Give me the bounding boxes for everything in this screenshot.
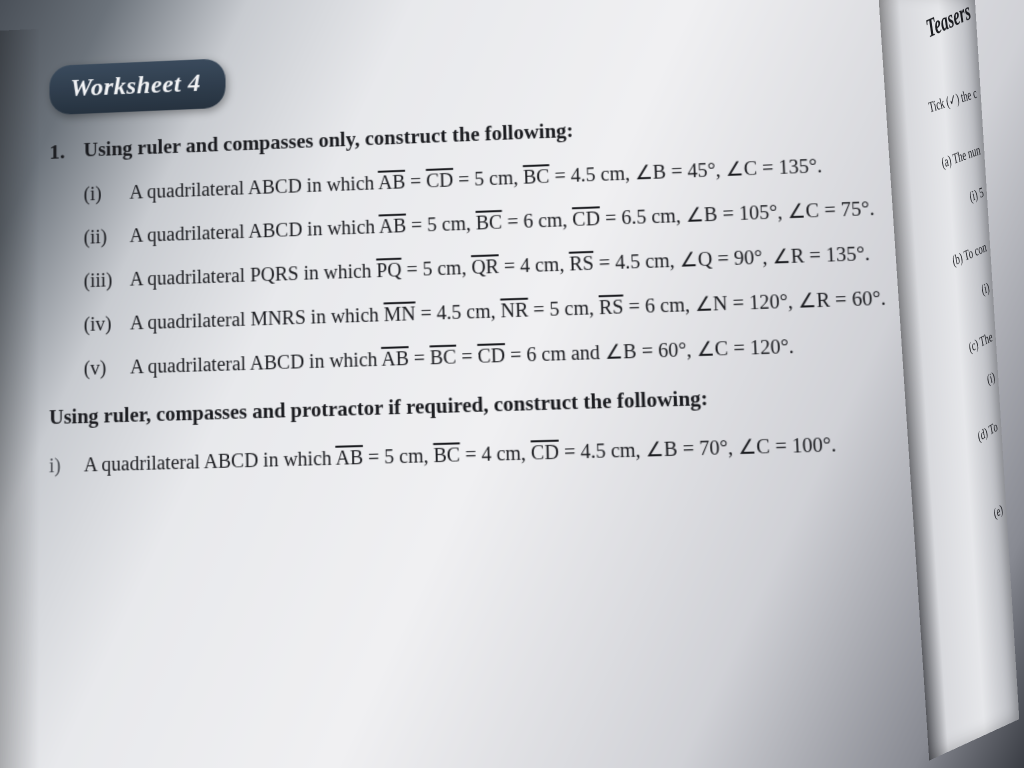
subquestions: (i)A quadrilateral ABCD in which AB = CD…	[49, 149, 906, 386]
textbook-photo: Worksheet 4 1. Using ruler and compasses…	[0, 0, 1024, 768]
sub-roman: (v)	[84, 353, 130, 385]
left-page: Worksheet 4 1. Using ruler and compasses…	[19, 0, 958, 768]
right-page-fragment: (i) 5	[968, 185, 985, 206]
sub-roman: (i)	[84, 179, 130, 210]
worksheet-badge: Worksheet 4	[49, 58, 225, 115]
right-page-fragment: (b) To con	[951, 240, 988, 270]
sub-roman: (iv)	[84, 309, 130, 341]
sub-text: A quadrilateral MNRS in which MN = 4.5 c…	[130, 283, 904, 339]
right-page-fragment: (e)	[993, 502, 1004, 522]
question-2-stem: Using ruler, compasses and protractor if…	[49, 380, 908, 430]
subquestion: (v)A quadrilateral ABCD in which AB = BC…	[84, 328, 906, 384]
right-page-fragment: (a) The nun	[941, 143, 982, 173]
sub-roman: (iii)	[84, 265, 130, 297]
sub-text: A quadrilateral ABCD in which AB = BC = …	[130, 328, 906, 383]
sub-roman: i)	[49, 451, 84, 483]
right-page-fragment: (d) To	[977, 420, 999, 446]
right-page-fragment: (i)	[980, 280, 990, 299]
sub-text: A quadrilateral ABCD in which AB = 5 cm,…	[84, 430, 837, 481]
right-page-fragment: (i)	[986, 370, 996, 389]
teasers-heading: Teasers	[923, 0, 973, 44]
question-number: 1.	[49, 138, 83, 164]
right-page-fragment: Tick (✓) the c	[927, 84, 978, 117]
sub-roman: (ii)	[84, 222, 130, 254]
question-stem: Using ruler and compasses only, construc…	[84, 118, 574, 162]
question-2-sub: i) A quadrilateral ABCD in which AB = 5 …	[49, 428, 911, 482]
right-page-fragment: (c) The	[968, 330, 994, 357]
